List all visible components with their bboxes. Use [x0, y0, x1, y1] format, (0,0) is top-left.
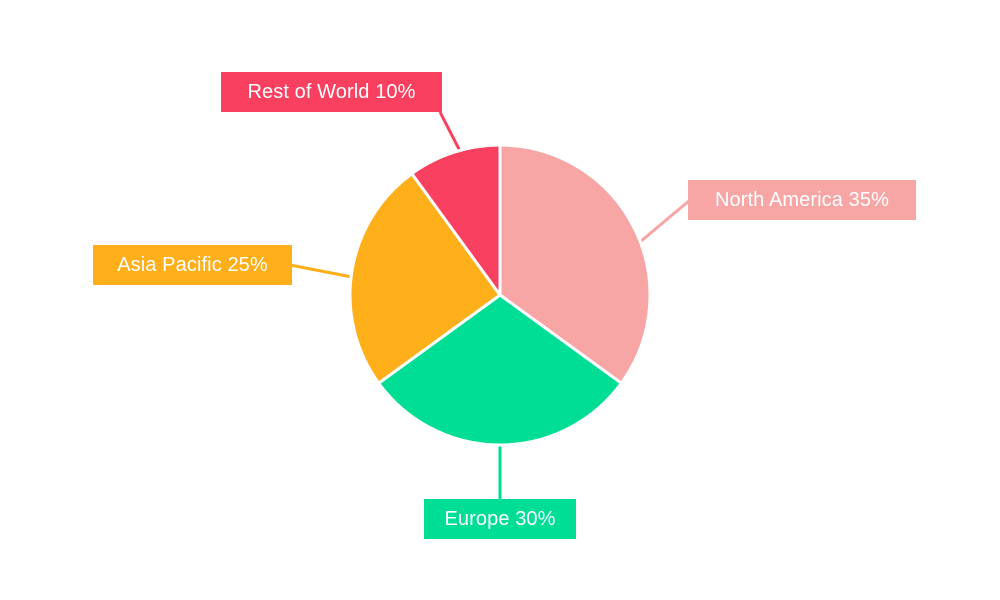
pie-slice-asia-pacific[interactable]	[348, 172, 502, 385]
pie-label-asia-pacific[interactable]: Asia Pacific 25%	[93, 245, 292, 285]
pie-slices-group	[348, 143, 652, 447]
pie-label-north-america[interactable]: North America 35%	[688, 180, 916, 220]
pie-slice-north-america[interactable]	[498, 143, 652, 385]
pie-label-europe[interactable]: Europe 30%	[424, 499, 576, 539]
leader-line-asia-pacific	[289, 263, 353, 279]
pie-label-rest-of-world[interactable]: Rest of World 10%	[221, 72, 442, 112]
leader-line-rest-of-world	[438, 111, 464, 156]
pie-slice-rest-of-world[interactable]	[410, 143, 502, 297]
pie-slice-europe[interactable]	[377, 293, 623, 447]
